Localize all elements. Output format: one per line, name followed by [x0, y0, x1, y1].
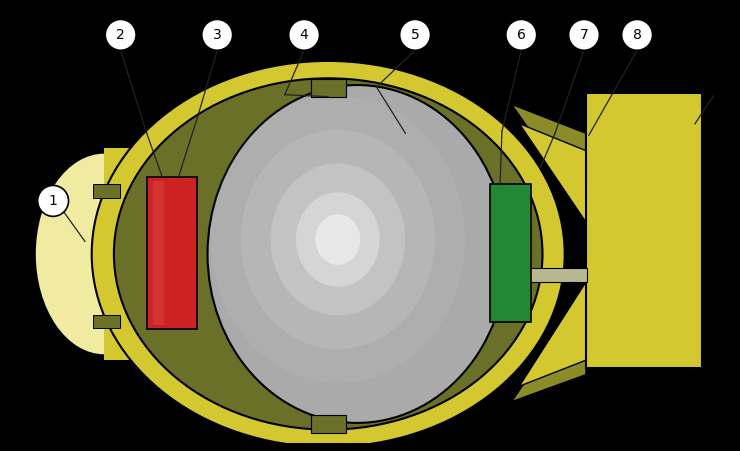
- Text: 7: 7: [579, 28, 588, 42]
- Bar: [152, 180, 164, 326]
- Bar: [311, 415, 346, 433]
- Polygon shape: [511, 294, 586, 402]
- Bar: [147, 177, 197, 329]
- Text: 1: 1: [49, 194, 58, 208]
- Text: 3: 3: [213, 28, 221, 42]
- Ellipse shape: [271, 163, 406, 316]
- Circle shape: [202, 19, 232, 51]
- Bar: [92, 315, 120, 328]
- Bar: [104, 148, 178, 360]
- Ellipse shape: [296, 192, 380, 287]
- Circle shape: [622, 19, 653, 51]
- Bar: [491, 184, 531, 322]
- Circle shape: [506, 19, 536, 51]
- Circle shape: [728, 19, 740, 51]
- Polygon shape: [519, 124, 586, 222]
- Ellipse shape: [35, 152, 174, 355]
- Ellipse shape: [240, 130, 435, 349]
- Bar: [92, 184, 120, 198]
- Text: 9: 9: [739, 28, 740, 42]
- Ellipse shape: [114, 78, 542, 430]
- Circle shape: [568, 19, 599, 51]
- Polygon shape: [519, 282, 586, 386]
- Bar: [491, 268, 587, 282]
- Text: 2: 2: [116, 28, 125, 42]
- Text: 8: 8: [633, 28, 642, 42]
- Ellipse shape: [211, 96, 465, 383]
- Circle shape: [400, 19, 431, 51]
- Circle shape: [105, 19, 136, 51]
- Circle shape: [289, 19, 320, 51]
- Polygon shape: [511, 104, 586, 211]
- Circle shape: [38, 185, 69, 216]
- Text: 4: 4: [300, 28, 309, 42]
- Bar: [311, 79, 346, 97]
- Bar: [586, 93, 702, 368]
- Ellipse shape: [315, 214, 360, 265]
- Text: 5: 5: [411, 28, 420, 42]
- Ellipse shape: [207, 85, 507, 423]
- Text: 6: 6: [517, 28, 525, 42]
- Ellipse shape: [92, 61, 565, 447]
